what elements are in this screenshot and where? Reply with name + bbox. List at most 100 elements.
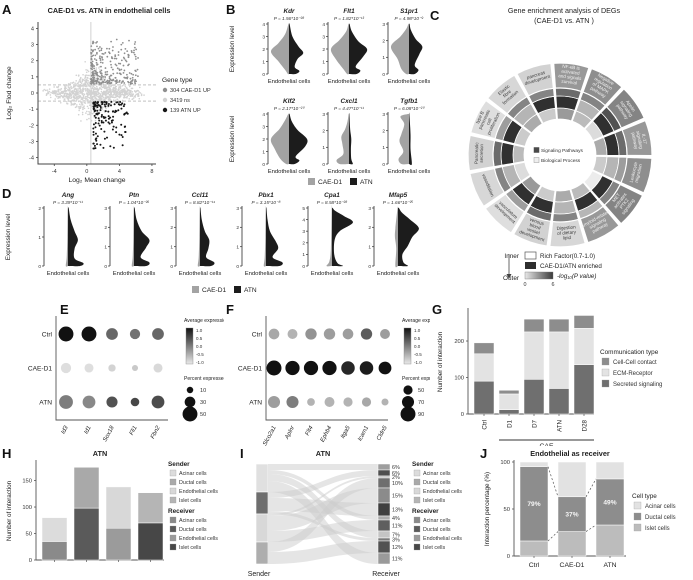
panel-i: I ATN 6% 6% 2% 10% 15% 13% 4% 11% 7% 3% 12% 11% Sende…	[240, 446, 478, 578]
svg-text:2: 2	[382, 128, 385, 134]
svg-text:-0.5: -0.5	[414, 352, 422, 357]
svg-text:Ang: Ang	[61, 192, 75, 199]
svg-text:2: 2	[322, 47, 325, 53]
svg-text:CAE-D1: CAE-D1	[202, 287, 227, 294]
svg-text:6: 6	[552, 282, 555, 288]
svg-text:Receiver: Receiver	[372, 571, 400, 578]
svg-text:4: 4	[322, 22, 325, 28]
svg-text:Icam1: Icam1	[357, 425, 370, 442]
svg-text:Aplnr: Aplnr	[284, 424, 297, 441]
svg-text:Number of interaction: Number of interaction	[6, 480, 13, 541]
svg-text:Endothelial cells: Endothelial cells	[328, 169, 371, 175]
svg-text:3: 3	[262, 34, 265, 40]
svg-text:1: 1	[382, 55, 385, 61]
svg-text:Number of interaction: Number of interaction	[437, 331, 444, 392]
svg-text:Endothelial cells: Endothelial cells	[47, 271, 90, 277]
svg-text:1.0: 1.0	[196, 328, 203, 333]
svg-text:4%: 4%	[392, 516, 400, 522]
svg-text:100: 100	[454, 376, 464, 382]
svg-text:2: 2	[236, 225, 239, 231]
svg-text:15%: 15%	[392, 494, 403, 500]
svg-text:1: 1	[262, 149, 265, 155]
svg-text:Rich Factor(0.7-1.0): Rich Factor(0.7-1.0)	[540, 253, 595, 260]
svg-text:CAE-D1: CAE-D1	[238, 365, 263, 372]
svg-text:3: 3	[382, 112, 385, 118]
svg-text:Secreted signaling: Secreted signaling	[613, 382, 662, 388]
svg-text:D28: D28	[582, 419, 589, 431]
svg-text:Cell-Cell contact: Cell-Cell contact	[613, 360, 657, 366]
svg-text:Cpa1: Cpa1	[324, 192, 340, 199]
svg-text:2: 2	[31, 59, 34, 65]
panel-e: E Ctrl CAE-D1 ATN Id3 Id1 Sox18 Fli1 Fbn2 Averag…	[2, 296, 224, 446]
svg-text:1: 1	[382, 145, 385, 151]
svg-text:Ductal cells: Ductal cells	[179, 527, 207, 533]
svg-text:Itga5: Itga5	[340, 425, 352, 440]
svg-text:-1: -1	[29, 107, 34, 113]
svg-text:50: 50	[418, 388, 424, 394]
svg-text:3: 3	[170, 206, 173, 212]
svg-text:4: 4	[302, 217, 305, 223]
svg-text:0.0: 0.0	[414, 344, 421, 349]
svg-text:-2: -2	[29, 123, 34, 129]
svg-text:0: 0	[382, 162, 385, 168]
svg-text:4: 4	[118, 169, 121, 175]
svg-text:P = 3.39*10⁻¹¹: P = 3.39*10⁻¹¹	[53, 200, 83, 205]
svg-text:Endothelial cells: Endothelial cells	[377, 271, 420, 277]
svg-text:Acinar cells: Acinar cells	[645, 504, 676, 510]
svg-text:Endothelial cells: Endothelial cells	[388, 169, 430, 175]
svg-text:Average expression: Average expression	[402, 318, 430, 324]
svg-text:Ductal cells: Ductal cells	[645, 515, 676, 521]
svg-text:P = 1.56*10⁻²⁸: P = 1.56*10⁻²⁸	[274, 16, 305, 21]
svg-text:11%: 11%	[392, 524, 403, 530]
svg-text:6%: 6%	[392, 465, 400, 471]
svg-text:Mfap5: Mfap5	[389, 192, 408, 199]
svg-text:CAE-D1: CAE-D1	[28, 365, 53, 372]
svg-text:3: 3	[322, 112, 325, 118]
svg-text:3: 3	[236, 206, 239, 212]
svg-text:0: 0	[262, 72, 265, 78]
svg-text:Endothelial cells: Endothelial cells	[423, 489, 462, 495]
svg-text:3: 3	[302, 229, 305, 235]
svg-text:Ephb4: Ephb4	[320, 425, 334, 444]
svg-text:Gene enrichment analysis of DE: Gene enrichment analysis of DEGs	[508, 6, 621, 15]
svg-text:1: 1	[368, 244, 371, 250]
svg-text:Endothelial cells: Endothelial cells	[388, 79, 430, 85]
svg-text:Average expression: Average expression	[184, 318, 224, 324]
svg-text:50: 50	[200, 412, 206, 418]
svg-text:ATN: ATN	[557, 420, 564, 432]
svg-text:79%: 79%	[527, 501, 540, 508]
svg-text:3: 3	[368, 206, 371, 212]
svg-text:2: 2	[170, 225, 173, 231]
svg-text:2: 2	[382, 38, 385, 44]
svg-text:3%: 3%	[392, 538, 400, 544]
svg-text:Percent expressed: Percent expressed	[402, 376, 430, 382]
svg-text:NF-κB isactivatedand signalssu: NF-κB isactivatedand signalssurvival	[557, 63, 583, 86]
svg-text:Pancreaticsecretion: Pancreaticsecretion	[474, 142, 484, 165]
svg-text:0: 0	[262, 162, 265, 168]
panel-f-label: F	[226, 302, 234, 317]
svg-text:Slco2a1: Slco2a1	[262, 425, 277, 446]
svg-text:Endothelial cells: Endothelial cells	[423, 536, 462, 542]
svg-text:139 ATN UP: 139 ATN UP	[170, 108, 201, 114]
svg-text:Sender: Sender	[412, 461, 434, 468]
svg-text:(CAE-D1 vs. ATN ): (CAE-D1 vs. ATN )	[534, 16, 594, 25]
svg-text:0: 0	[236, 264, 239, 270]
svg-text:CAE-D1: CAE-D1	[560, 562, 585, 569]
svg-text:Acinar cells: Acinar cells	[423, 518, 451, 524]
panel-f: F Ctrl CAE-D1 ATN Slco2a1 Aplnr Flt4 Ephb4 Itga…	[226, 296, 430, 446]
svg-text:ATN: ATN	[316, 449, 330, 458]
svg-text:-4: -4	[52, 169, 57, 175]
svg-text:P = 1.82*10⁻¹³: P = 1.82*10⁻¹³	[334, 16, 364, 21]
svg-text:1: 1	[322, 145, 325, 151]
svg-text:Islet cells: Islet cells	[423, 498, 445, 504]
svg-text:-1.0: -1.0	[414, 360, 422, 365]
panel-b-label: B	[226, 2, 236, 17]
svg-text:3: 3	[31, 43, 34, 49]
svg-text:Endothelial cells: Endothelial cells	[179, 271, 222, 277]
svg-text:Biological Process: Biological Process	[541, 158, 581, 164]
panel-i-label: I	[240, 446, 244, 461]
svg-text:Ctrl: Ctrl	[529, 562, 540, 569]
svg-text:Gene type: Gene type	[162, 77, 193, 84]
